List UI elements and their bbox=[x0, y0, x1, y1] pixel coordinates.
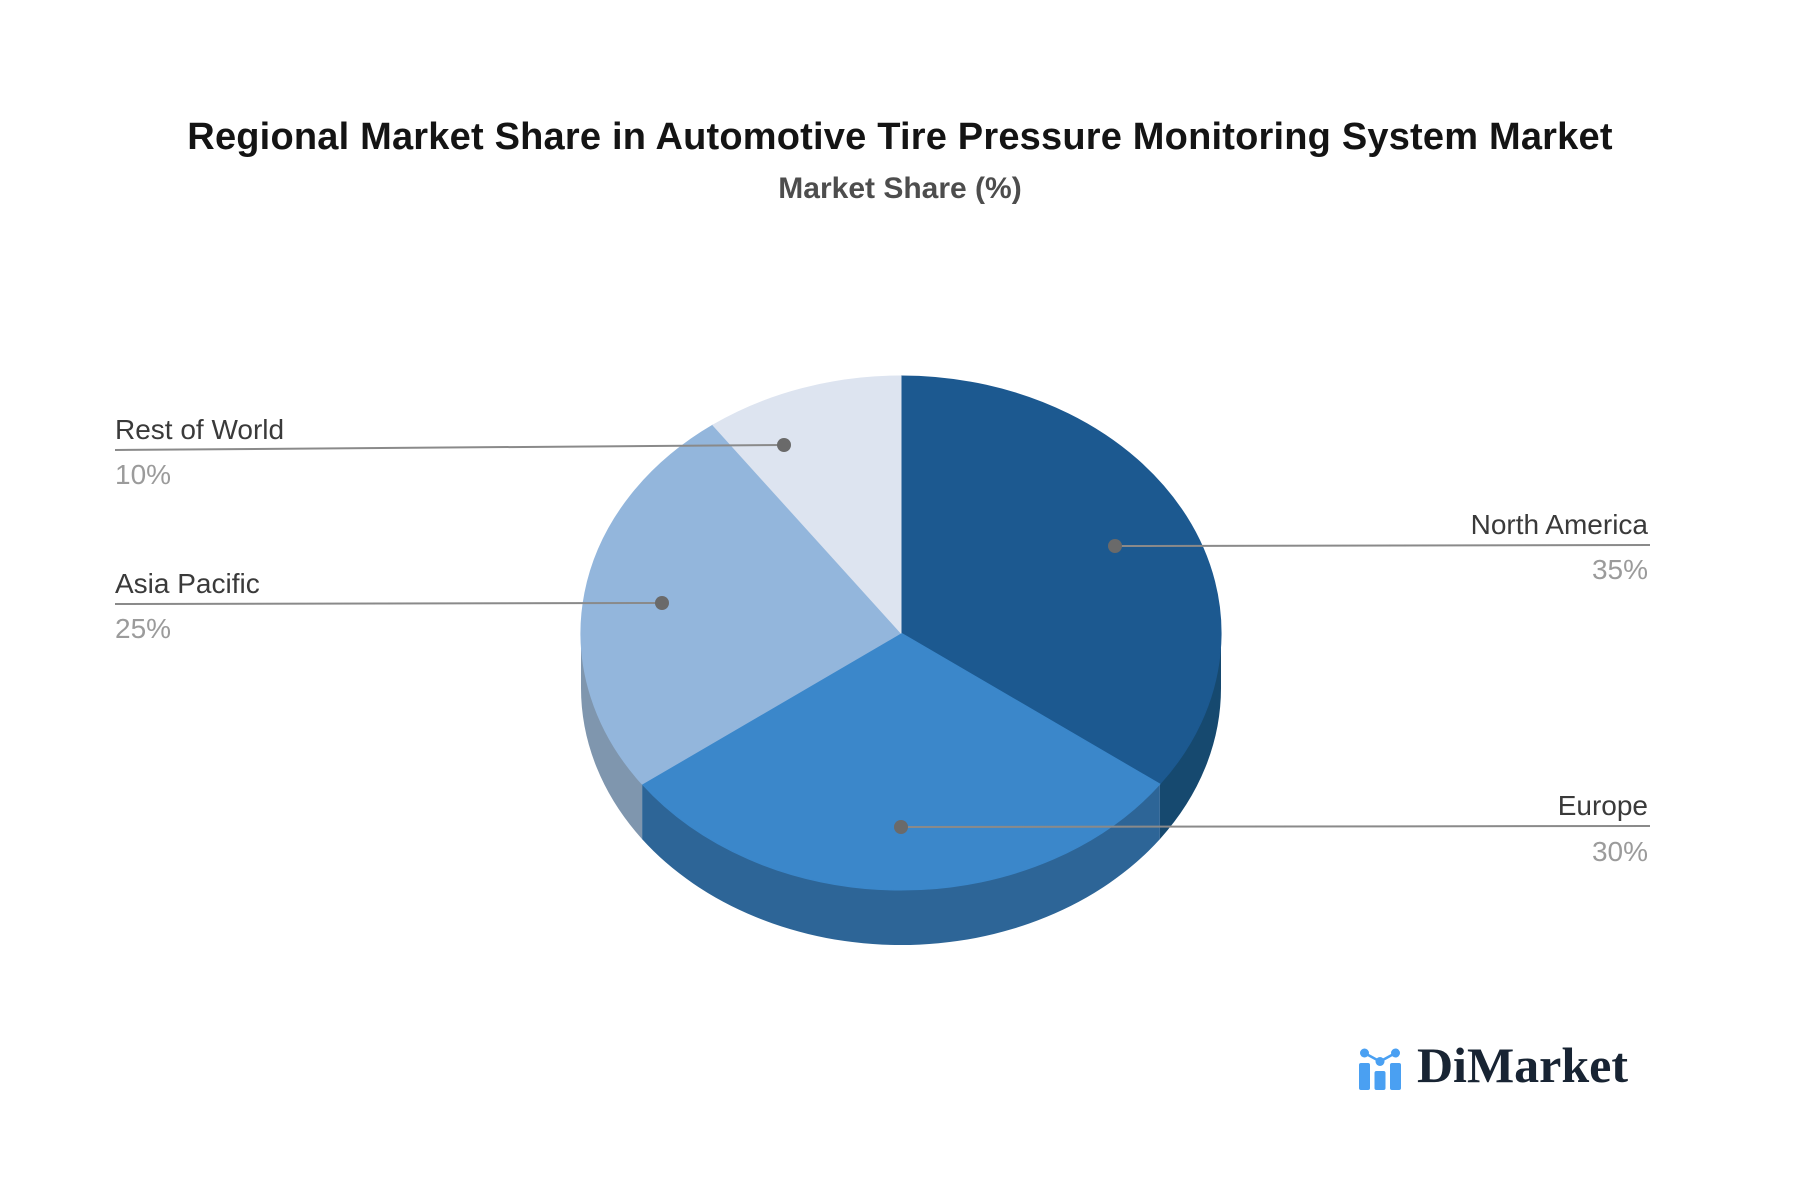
pie-slice-north-america bbox=[900, 375, 1222, 785]
leader-dot-asia-pacific bbox=[655, 596, 669, 610]
label-asia-pacific: Asia Pacific bbox=[115, 568, 260, 599]
brand-logo: DiMarket bbox=[1358, 1040, 1628, 1090]
pie-slice-side-europe bbox=[642, 784, 1160, 946]
label-north-america: North America bbox=[1470, 509, 1648, 540]
pie-slice-side-north-america bbox=[1159, 633, 1222, 840]
leader-lines bbox=[114, 438, 1651, 834]
value-europe: 30% bbox=[1591, 836, 1648, 867]
chart-title: Regional Market Share in Automotive Tire… bbox=[187, 116, 1613, 158]
leader-dot-europe bbox=[894, 820, 908, 834]
leader-line-asia-pacific bbox=[114, 602, 663, 605]
leader-dot-rest-of-world bbox=[777, 438, 791, 452]
label-rest-of-world: Rest of World bbox=[115, 414, 285, 445]
leader-line-rest-of-world bbox=[114, 444, 785, 451]
brand-name: DiMarket bbox=[1416, 1037, 1628, 1093]
leader-line-north-america bbox=[1114, 544, 1651, 547]
label-europe: Europe bbox=[1557, 790, 1648, 821]
pie-slices bbox=[580, 375, 1222, 946]
pie-slice-side-asia-pacific bbox=[581, 633, 643, 840]
leader-line-europe bbox=[900, 825, 1651, 828]
leader-dot-north-america bbox=[1108, 539, 1122, 553]
value-rest-of-world: 10% bbox=[115, 459, 172, 490]
chart-subtitle: Market Share (%) bbox=[778, 172, 1022, 205]
pie-slice-asia-pacific bbox=[580, 424, 902, 785]
value-asia-pacific: 25% bbox=[115, 613, 172, 644]
pie-slice-europe bbox=[641, 632, 1161, 891]
value-north-america: 35% bbox=[1591, 554, 1648, 585]
pie-slice-rest-of-world bbox=[712, 375, 902, 634]
bar-chart-logo-icon bbox=[1358, 1048, 1401, 1090]
